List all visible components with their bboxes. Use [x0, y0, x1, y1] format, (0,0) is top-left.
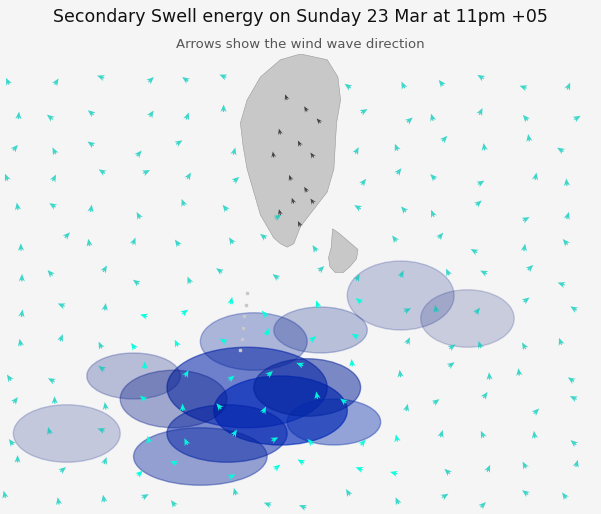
Ellipse shape: [421, 290, 514, 347]
Ellipse shape: [167, 405, 287, 462]
Text: Secondary Swell energy on Sunday 23 Mar at 11pm +05: Secondary Swell energy on Sunday 23 Mar …: [53, 8, 548, 26]
Text: Arrows show the wind wave direction: Arrows show the wind wave direction: [176, 38, 425, 51]
Ellipse shape: [254, 359, 361, 416]
Ellipse shape: [87, 353, 180, 399]
Polygon shape: [329, 229, 358, 272]
Ellipse shape: [214, 376, 347, 445]
Ellipse shape: [120, 370, 227, 428]
Ellipse shape: [274, 307, 367, 353]
Polygon shape: [240, 54, 341, 247]
Ellipse shape: [347, 261, 454, 330]
Ellipse shape: [13, 405, 120, 462]
Ellipse shape: [200, 313, 307, 370]
Ellipse shape: [167, 347, 327, 428]
Ellipse shape: [133, 428, 267, 485]
Ellipse shape: [287, 399, 380, 445]
